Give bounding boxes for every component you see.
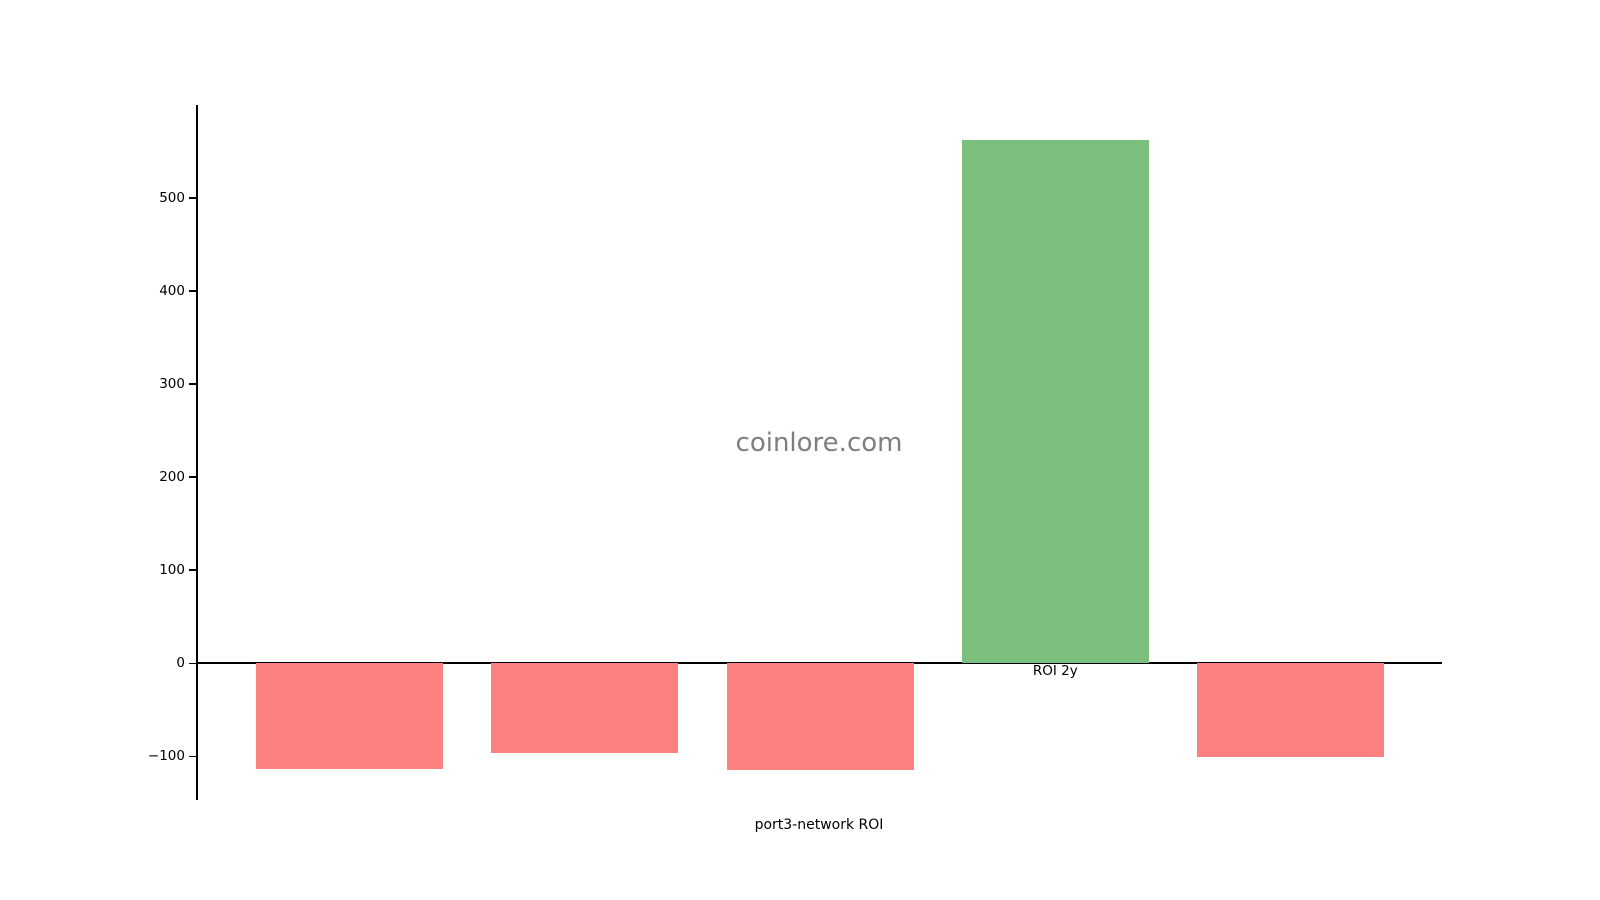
- bar-series-0: [256, 663, 443, 770]
- y-tick-mark: [189, 755, 196, 757]
- y-tick-label: 200: [159, 468, 185, 485]
- y-tick-label: −100: [147, 747, 185, 764]
- y-tick-label: 100: [159, 561, 185, 578]
- bar-series-1: [491, 663, 679, 753]
- bar-series-4: [1197, 663, 1384, 758]
- x-tick-label: ROI 2y: [1032, 663, 1078, 680]
- y-tick-mark: [189, 569, 196, 571]
- x-axis-title: port3-network ROI: [754, 817, 884, 833]
- y-tick-mark: [189, 197, 196, 199]
- y-tick-mark: [189, 290, 196, 292]
- watermark-text: coinlore.com: [735, 428, 903, 458]
- y-tick-label: 300: [159, 375, 185, 392]
- y-axis-spine: [196, 105, 198, 800]
- bar-series-2: [726, 663, 914, 771]
- bar-ROI 2y: [961, 140, 1149, 664]
- y-tick-mark: [189, 476, 196, 478]
- y-tick-label: 400: [159, 282, 185, 299]
- y-tick-mark: [189, 383, 196, 385]
- y-tick-label: 500: [159, 189, 185, 206]
- y-tick-label: 0: [176, 654, 185, 671]
- y-tick-mark: [189, 662, 196, 664]
